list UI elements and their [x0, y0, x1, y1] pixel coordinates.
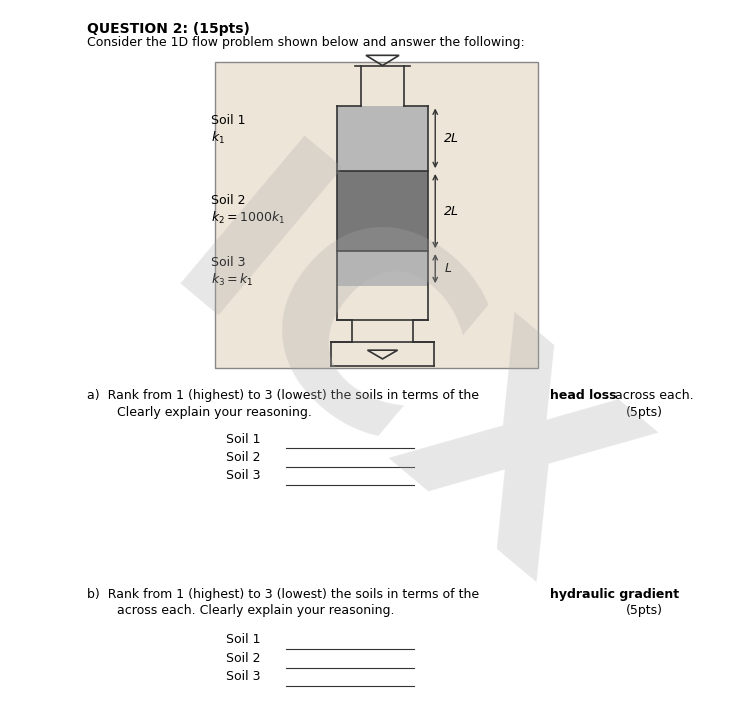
- Text: a)  Rank from 1 (highest) to 3 (lowest) the soils in terms of the: a) Rank from 1 (highest) to 3 (lowest) t…: [87, 389, 483, 402]
- Text: Soil 2: Soil 2: [211, 194, 245, 207]
- Text: QUESTION 2: (15pts): QUESTION 2: (15pts): [87, 22, 249, 36]
- Text: Soil 3: Soil 3: [226, 469, 261, 482]
- Text: Consider the 1D flow problem shown below and answer the following:: Consider the 1D flow problem shown below…: [87, 36, 524, 50]
- Text: $k_1$: $k_1$: [211, 130, 225, 146]
- Text: Clearly explain your reasoning.: Clearly explain your reasoning.: [117, 405, 312, 419]
- Bar: [337, 251, 428, 286]
- Text: across each. Clearly explain your reasoning.: across each. Clearly explain your reason…: [117, 604, 395, 617]
- Text: (5pts): (5pts): [626, 604, 663, 617]
- Text: across each.: across each.: [611, 389, 694, 402]
- Text: 2L: 2L: [444, 205, 459, 218]
- Text: head loss: head loss: [550, 389, 616, 402]
- Text: Soil 3: Soil 3: [226, 670, 261, 683]
- Text: L: L: [444, 262, 451, 275]
- Text: Soil 1: Soil 1: [211, 114, 245, 127]
- Bar: [337, 106, 428, 171]
- Text: Soil 3: Soil 3: [211, 256, 245, 269]
- Text: hydraulic gradient: hydraulic gradient: [550, 587, 678, 601]
- Text: Soil 1: Soil 1: [226, 432, 261, 446]
- Text: b)  Rank from 1 (highest) to 3 (lowest) the soils in terms of the: b) Rank from 1 (highest) to 3 (lowest) t…: [87, 587, 483, 601]
- Text: Soil 2: Soil 2: [226, 652, 261, 665]
- Text: 2L: 2L: [444, 132, 459, 145]
- Text: (5pts): (5pts): [626, 405, 663, 419]
- Bar: [337, 171, 428, 251]
- Text: Soil 1: Soil 1: [226, 633, 261, 646]
- Bar: [215, 62, 538, 368]
- Text: $k_2=1000k_1$: $k_2=1000k_1$: [211, 210, 285, 226]
- Text: Soil 2: Soil 2: [226, 451, 261, 464]
- Text: $k_3=k_1$: $k_3=k_1$: [211, 272, 253, 288]
- Text: ICX: ICX: [120, 129, 663, 643]
